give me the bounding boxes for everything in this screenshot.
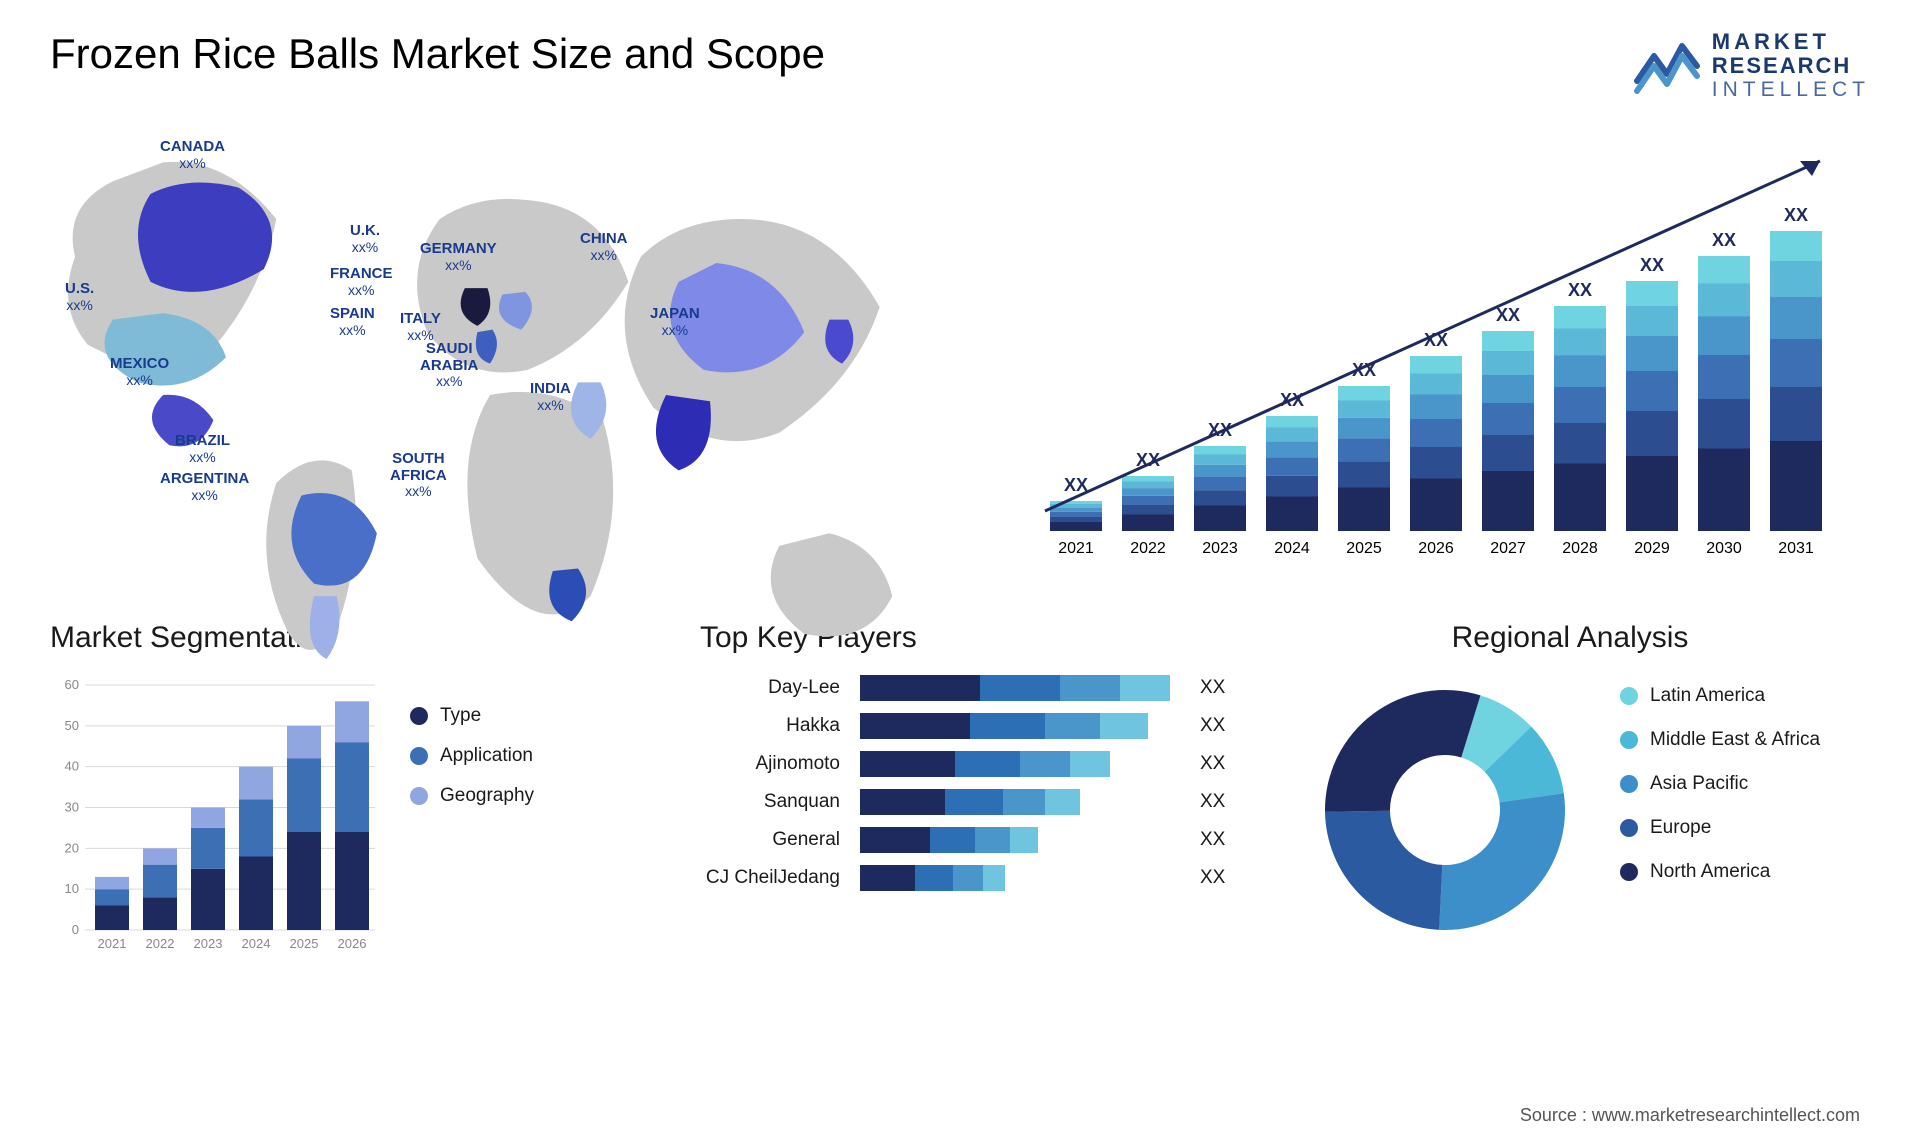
map-svg — [50, 131, 930, 684]
svg-text:2024: 2024 — [1274, 540, 1310, 557]
key-player-row: Ajinomoto XX — [700, 751, 1260, 777]
legend-item: Application — [410, 745, 534, 767]
logo-line2: RESEARCH — [1712, 54, 1870, 78]
key-player-name: General — [700, 829, 840, 851]
svg-text:2023: 2023 — [1202, 540, 1238, 557]
map-label: MEXICOxx% — [110, 356, 169, 388]
map-label: BRAZILxx% — [175, 433, 230, 465]
legend-item: Europe — [1620, 817, 1820, 839]
key-player-row: General XX — [700, 827, 1260, 853]
svg-text:XX: XX — [1568, 280, 1592, 300]
key-player-bar — [860, 827, 1180, 853]
map-label: U.K.xx% — [350, 223, 380, 255]
svg-text:40: 40 — [65, 759, 79, 774]
svg-text:2023: 2023 — [194, 936, 223, 951]
source-attribution: Source : www.marketresearchintellect.com — [1520, 1105, 1860, 1126]
map-label: ITALYxx% — [400, 311, 441, 343]
segmentation-chart: 0 10 20 30 40 50 60 2021 2022 2023 2024 2025 2026 — [50, 675, 380, 955]
svg-text:2022: 2022 — [1130, 540, 1166, 557]
key-player-value: XX — [1200, 829, 1225, 851]
map-label: U.S.xx% — [65, 281, 94, 313]
key-player-value: XX — [1200, 753, 1225, 775]
regional-title: Regional Analysis — [1310, 621, 1870, 655]
svg-text:20: 20 — [65, 841, 79, 856]
regional-panel: Regional Analysis Latin America Middle Ea… — [1310, 621, 1870, 955]
svg-text:2028: 2028 — [1562, 540, 1598, 557]
map-label: CHINAxx% — [580, 231, 628, 263]
regional-donut-chart — [1310, 675, 1580, 945]
svg-text:2026: 2026 — [1418, 540, 1454, 557]
svg-text:50: 50 — [65, 718, 79, 733]
svg-text:XX: XX — [1712, 230, 1736, 250]
logo-line3: INTELLECT — [1712, 78, 1870, 101]
map-label: SPAINxx% — [330, 306, 375, 338]
key-player-bar — [860, 751, 1180, 777]
legend-item: North America — [1620, 861, 1820, 883]
key-player-name: Sanquan — [700, 791, 840, 813]
svg-text:2025: 2025 — [1346, 540, 1382, 557]
svg-text:0: 0 — [72, 922, 79, 937]
map-label: JAPANxx% — [650, 306, 700, 338]
svg-text:2030: 2030 — [1706, 540, 1742, 557]
map-label: ARGENTINAxx% — [160, 471, 249, 503]
svg-text:2022: 2022 — [146, 936, 175, 951]
svg-text:2026: 2026 — [338, 936, 367, 951]
key-player-row: Hakka XX — [700, 713, 1260, 739]
svg-text:2027: 2027 — [1490, 540, 1526, 557]
key-player-row: CJ CheilJedang XX — [700, 865, 1260, 891]
svg-text:60: 60 — [65, 677, 79, 692]
key-player-name: CJ CheilJedang — [700, 867, 840, 889]
svg-text:2031: 2031 — [1778, 540, 1814, 557]
svg-text:XX: XX — [1496, 305, 1520, 325]
logo-line1: MARKET — [1712, 30, 1870, 54]
map-label: SAUDIARABIAxx% — [420, 341, 478, 389]
key-player-name: Hakka — [700, 715, 840, 737]
svg-text:10: 10 — [65, 882, 79, 897]
svg-text:30: 30 — [65, 800, 79, 815]
key-player-bar — [860, 789, 1180, 815]
logo-icon — [1632, 36, 1702, 96]
svg-text:XX: XX — [1784, 205, 1808, 225]
map-label: FRANCExx% — [330, 266, 393, 298]
svg-text:2021: 2021 — [98, 936, 127, 951]
page-title: Frozen Rice Balls Market Size and Scope — [50, 30, 825, 78]
segmentation-legend: Type Application Geography — [410, 675, 534, 955]
growth-bar-chart: XX2021XX2022XX2023XX2024XX2025XX2026XX20… — [990, 131, 1870, 571]
map-label: INDIAxx% — [530, 381, 571, 413]
key-player-value: XX — [1200, 715, 1225, 737]
legend-item: Geography — [410, 785, 534, 807]
brand-logo: MARKET RESEARCH INTELLECT — [1632, 30, 1870, 101]
map-label: CANADAxx% — [160, 139, 225, 171]
svg-text:XX: XX — [1640, 255, 1664, 275]
legend-item: Middle East & Africa — [1620, 729, 1820, 751]
legend-item: Type — [410, 705, 534, 727]
svg-text:2024: 2024 — [242, 936, 271, 951]
key-player-name: Ajinomoto — [700, 753, 840, 775]
key-player-bar — [860, 865, 1180, 891]
key-player-value: XX — [1200, 791, 1225, 813]
svg-text:2029: 2029 — [1634, 540, 1670, 557]
regional-legend: Latin America Middle East & Africa Asia Pa… — [1620, 675, 1820, 905]
map-label: SOUTHAFRICAxx% — [390, 451, 447, 499]
legend-item: Latin America — [1620, 685, 1820, 707]
key-player-row: Sanquan XX — [700, 789, 1260, 815]
key-player-value: XX — [1200, 677, 1225, 699]
svg-text:2025: 2025 — [290, 936, 319, 951]
legend-item: Asia Pacific — [1620, 773, 1820, 795]
map-label: GERMANYxx% — [420, 241, 497, 273]
key-player-value: XX — [1200, 867, 1225, 889]
key-player-bar — [860, 713, 1180, 739]
world-map: CANADAxx% U.S.xx% MEXICOxx% BRAZILxx% ARGENT… — [50, 131, 930, 571]
svg-text:2021: 2021 — [1058, 540, 1094, 557]
